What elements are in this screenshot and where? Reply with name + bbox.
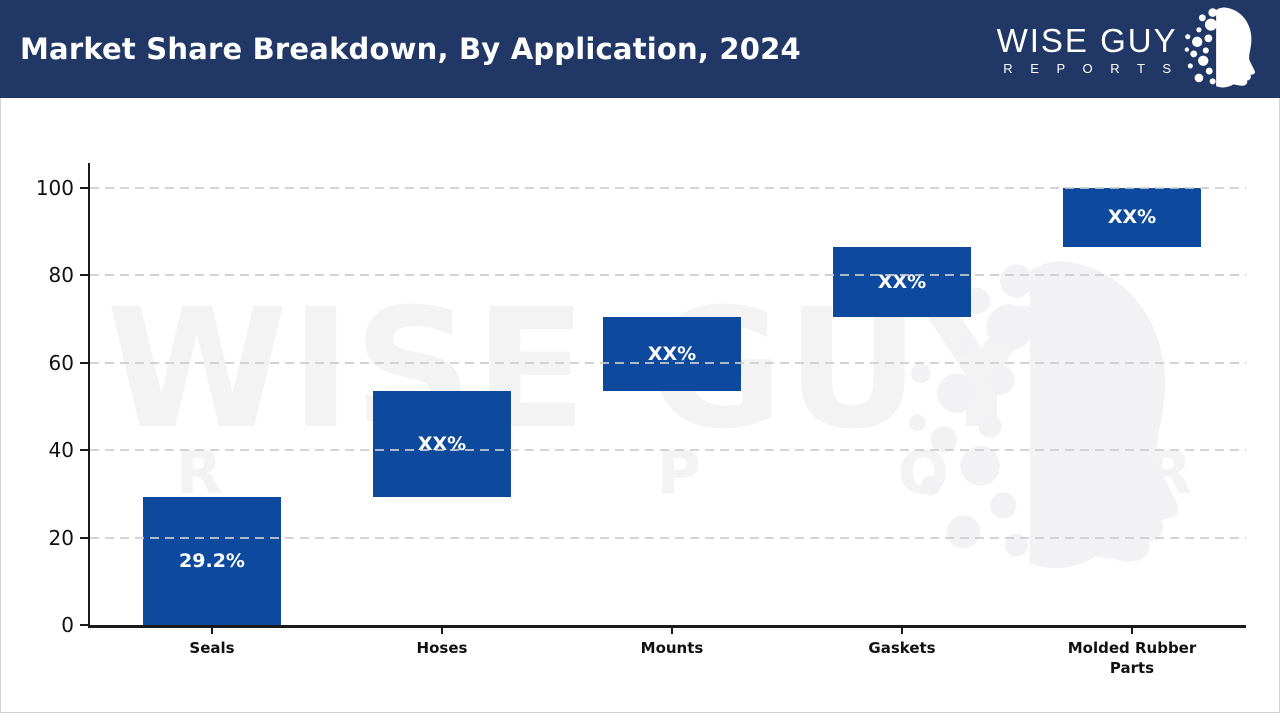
gridline: [90, 536, 1246, 539]
watermark-head-icon: [891, 193, 1221, 637]
x-axis-label: Molded Rubber Parts: [1067, 639, 1197, 678]
x-tick: [1131, 627, 1133, 634]
x-tick: [211, 627, 213, 634]
x-axis-line: [88, 625, 1246, 628]
header-bar: Market Share Breakdown, By Application, …: [0, 0, 1280, 98]
x-axis-label: Mounts: [640, 639, 704, 657]
gridline: [90, 186, 1246, 189]
chart-card: WISE GUY R E P O R T S 29.2%SealsXX%Hose…: [0, 98, 1280, 713]
bar-value-label: XX%: [417, 433, 467, 456]
y-tick: [80, 449, 88, 451]
x-axis-label: Gaskets: [868, 639, 936, 657]
gridline: [90, 274, 1246, 276]
y-tick: [80, 274, 88, 276]
x-axis-label: Seals: [189, 639, 235, 657]
bar: XX%: [1063, 187, 1201, 247]
y-tick-label: 40: [48, 438, 74, 462]
y-tick: [80, 624, 88, 626]
bar: XX%: [603, 317, 741, 391]
bar: XX%: [833, 247, 971, 317]
brand-logo: WISE GUY R E P O R T S: [996, 0, 1266, 98]
y-axis-line: [88, 163, 90, 627]
page-title: Market Share Breakdown, By Application, …: [20, 32, 801, 66]
y-tick-label: 60: [48, 350, 74, 375]
y-tick-label: 80: [48, 263, 74, 287]
bar-value-label: 29.2%: [179, 550, 245, 573]
gridline: [90, 449, 1246, 451]
brand-name-text: WISE GUY: [996, 21, 1178, 59]
bar-value-label: XX%: [647, 342, 697, 365]
y-tick-label: 0: [61, 613, 74, 637]
x-tick: [901, 627, 903, 634]
y-tick-label: 20: [48, 525, 74, 550]
y-tick: [80, 361, 88, 364]
y-tick: [80, 536, 88, 539]
y-tick-label: 100: [35, 175, 74, 200]
x-tick: [441, 627, 443, 634]
x-tick: [671, 627, 673, 634]
bar-value-label: XX%: [1107, 206, 1157, 229]
bar: 29.2%: [143, 497, 281, 625]
brand-wordmark: WISE GUY R E P O R T S: [996, 24, 1178, 75]
brand-subname-text: R E P O R T S: [1003, 60, 1178, 76]
plot-area: 29.2% Seals XX% Hoses XX% Mounts XX% Gaskets XX%…: [1, 98, 1279, 712]
bar: XX%: [373, 390, 511, 498]
x-axis-label: Hoses: [416, 639, 468, 657]
y-tick: [80, 186, 88, 189]
head-profile-icon: [1180, 2, 1266, 96]
bar-value-label: XX%: [877, 271, 927, 293]
gridline: [90, 361, 1246, 364]
